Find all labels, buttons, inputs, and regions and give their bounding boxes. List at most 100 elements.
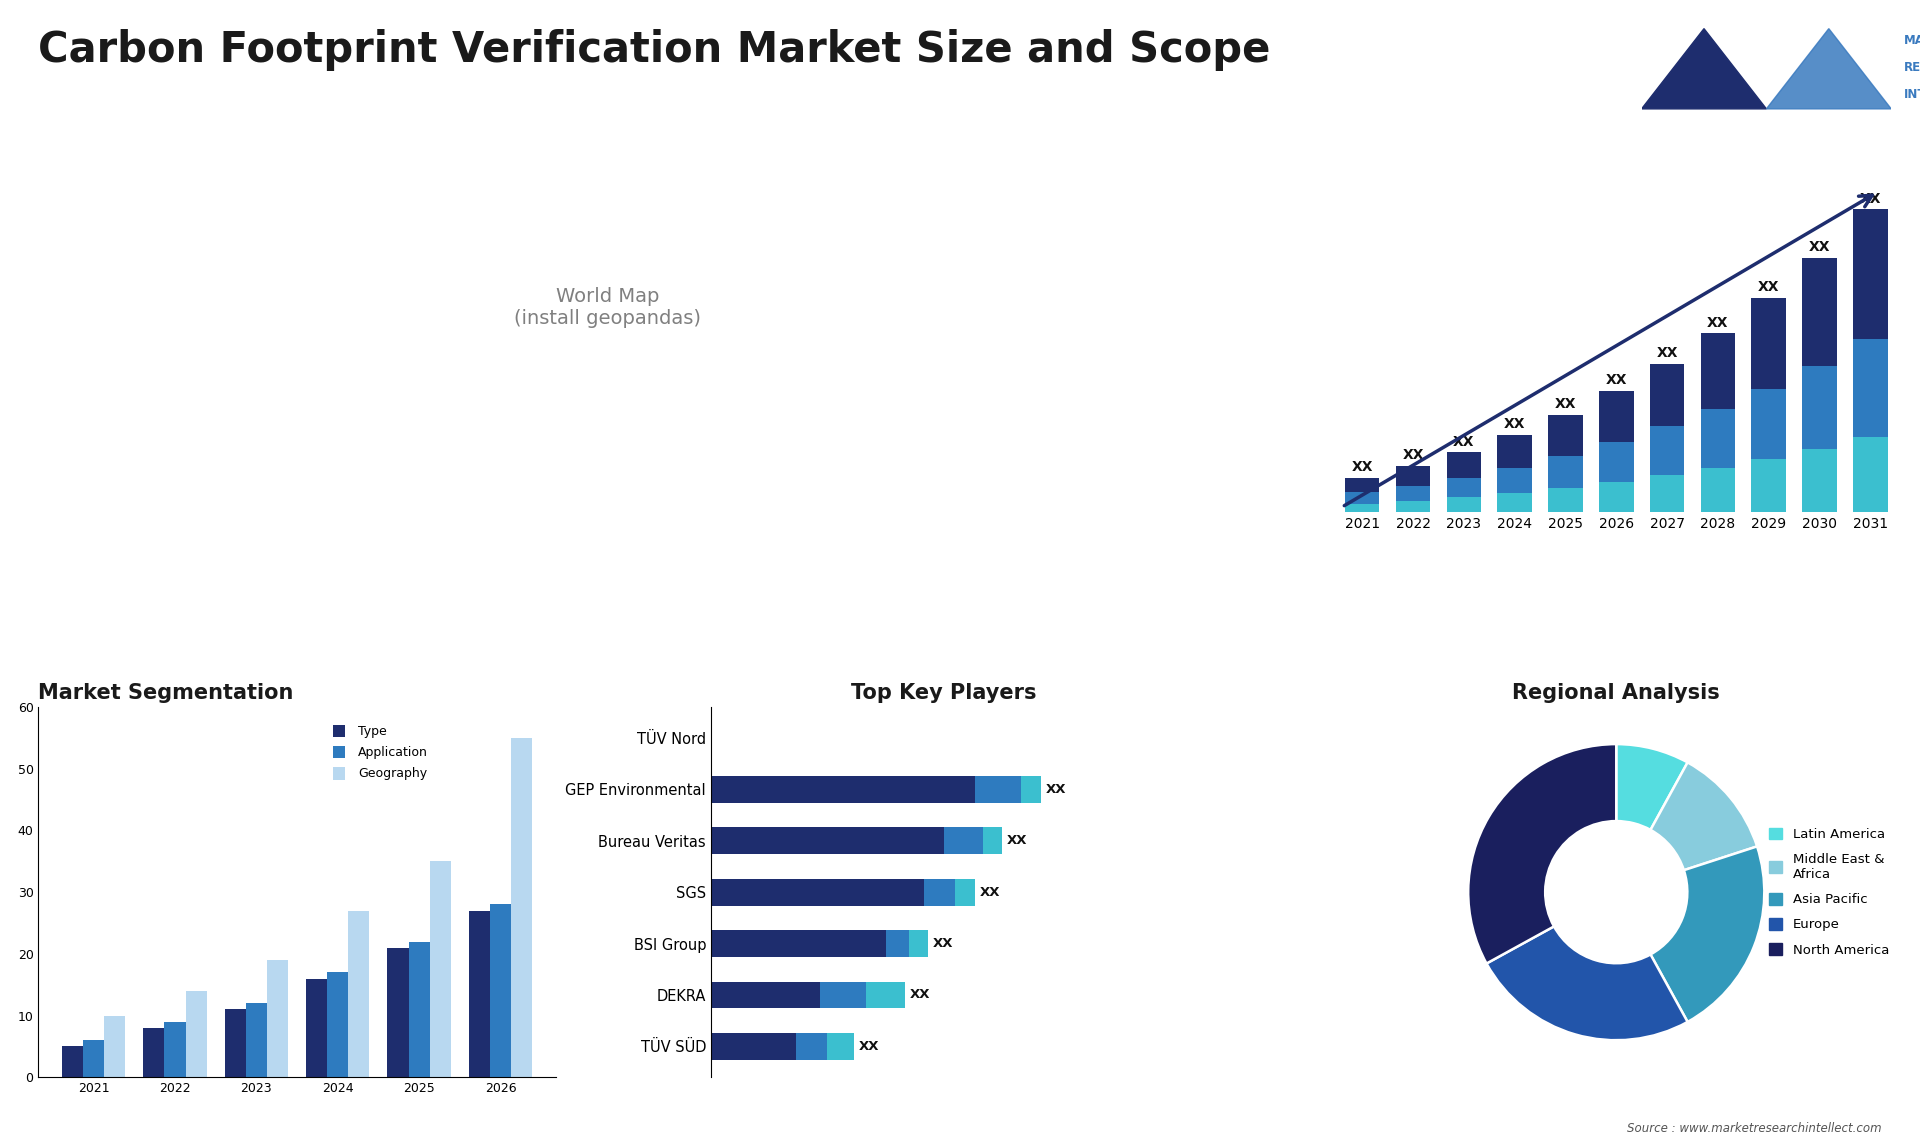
Bar — [797, 1033, 828, 1060]
Text: Market Segmentation: Market Segmentation — [38, 683, 294, 702]
Text: XX: XX — [858, 1039, 879, 1053]
Wedge shape — [1469, 744, 1617, 964]
Bar — [165, 1022, 186, 1077]
Bar — [186, 991, 207, 1077]
Bar — [1548, 415, 1582, 456]
Text: INTELLECT: INTELLECT — [1905, 88, 1920, 101]
Bar — [1344, 492, 1379, 503]
Bar — [468, 911, 490, 1077]
Bar — [1853, 339, 1887, 438]
Bar — [1344, 478, 1379, 492]
Bar — [820, 982, 866, 1008]
Text: Source : www.marketresearchintellect.com: Source : www.marketresearchintellect.com — [1626, 1122, 1882, 1135]
Bar — [1021, 776, 1041, 802]
Bar — [1446, 453, 1480, 478]
Text: XX: XX — [1860, 191, 1882, 205]
Bar — [1396, 486, 1430, 501]
Bar — [326, 972, 348, 1077]
Bar — [144, 1028, 165, 1077]
Bar — [511, 738, 532, 1077]
Text: RESEARCH: RESEARCH — [1905, 61, 1920, 73]
Bar — [1649, 363, 1684, 426]
Bar — [1701, 333, 1736, 409]
Bar — [1751, 458, 1786, 512]
Bar — [1803, 449, 1837, 512]
Text: XX: XX — [979, 886, 1000, 898]
Text: XX: XX — [1707, 315, 1728, 330]
Bar — [956, 879, 975, 905]
Bar — [1548, 456, 1582, 488]
Bar — [1498, 468, 1532, 493]
Bar — [1446, 497, 1480, 512]
Text: XX: XX — [933, 937, 954, 950]
Bar — [1751, 388, 1786, 458]
Bar — [1548, 488, 1582, 512]
Bar — [305, 979, 326, 1077]
Bar — [267, 960, 288, 1077]
Bar — [710, 982, 820, 1008]
Bar — [1396, 501, 1430, 512]
Wedge shape — [1617, 744, 1688, 830]
Bar — [866, 982, 904, 1008]
Bar — [1649, 426, 1684, 474]
Bar — [828, 1033, 854, 1060]
Bar — [908, 931, 927, 957]
Text: XX: XX — [1605, 374, 1626, 387]
Text: XX: XX — [910, 989, 929, 1002]
Bar — [885, 931, 908, 957]
Bar — [710, 931, 885, 957]
Bar — [490, 904, 511, 1077]
Bar — [388, 948, 409, 1077]
Text: XX: XX — [1657, 346, 1678, 360]
Text: Carbon Footprint Verification Market Size and Scope: Carbon Footprint Verification Market Siz… — [38, 29, 1271, 71]
Text: XX: XX — [1759, 281, 1780, 295]
Bar — [1396, 466, 1430, 486]
Bar — [1344, 503, 1379, 512]
Polygon shape — [1766, 29, 1891, 109]
Text: XX: XX — [1453, 434, 1475, 449]
Bar — [945, 827, 983, 854]
Bar — [1701, 468, 1736, 512]
Bar — [924, 879, 956, 905]
Bar — [1498, 435, 1532, 468]
Text: XX: XX — [1402, 448, 1425, 463]
Wedge shape — [1651, 847, 1764, 1022]
Bar — [104, 1015, 125, 1077]
Text: XX: XX — [1809, 240, 1830, 254]
Title: Top Key Players: Top Key Players — [851, 683, 1037, 702]
Text: XX: XX — [1352, 460, 1373, 474]
Text: XX: XX — [1044, 783, 1066, 795]
Legend: Latin America, Middle East &
Africa, Asia Pacific, Europe, North America: Latin America, Middle East & Africa, Asi… — [1764, 823, 1895, 961]
Bar — [430, 862, 451, 1077]
Bar — [1701, 409, 1736, 468]
Bar — [975, 776, 1021, 802]
Bar — [710, 879, 924, 905]
Bar — [1853, 210, 1887, 339]
Circle shape — [1546, 821, 1688, 964]
Wedge shape — [1651, 762, 1757, 870]
Bar — [710, 827, 945, 854]
Polygon shape — [1642, 29, 1766, 109]
Bar — [983, 827, 1002, 854]
Bar — [1649, 474, 1684, 512]
Bar — [1751, 298, 1786, 388]
Bar — [1446, 478, 1480, 497]
Legend: Type, Application, Geography: Type, Application, Geography — [328, 721, 432, 784]
Bar — [710, 1033, 797, 1060]
Bar — [348, 911, 369, 1077]
Title: Regional Analysis: Regional Analysis — [1513, 683, 1720, 702]
Bar — [61, 1046, 83, 1077]
Bar — [1599, 391, 1634, 442]
Wedge shape — [1486, 926, 1688, 1041]
Bar — [710, 776, 975, 802]
Bar — [1803, 366, 1837, 449]
Bar — [83, 1041, 104, 1077]
Text: MARKET: MARKET — [1905, 34, 1920, 47]
Bar — [1853, 438, 1887, 512]
Bar — [1803, 258, 1837, 366]
Bar — [225, 1010, 246, 1077]
Bar — [1498, 493, 1532, 512]
Bar — [1599, 482, 1634, 512]
Text: World Map
(install geopandas): World Map (install geopandas) — [515, 288, 701, 328]
Bar — [409, 942, 430, 1077]
